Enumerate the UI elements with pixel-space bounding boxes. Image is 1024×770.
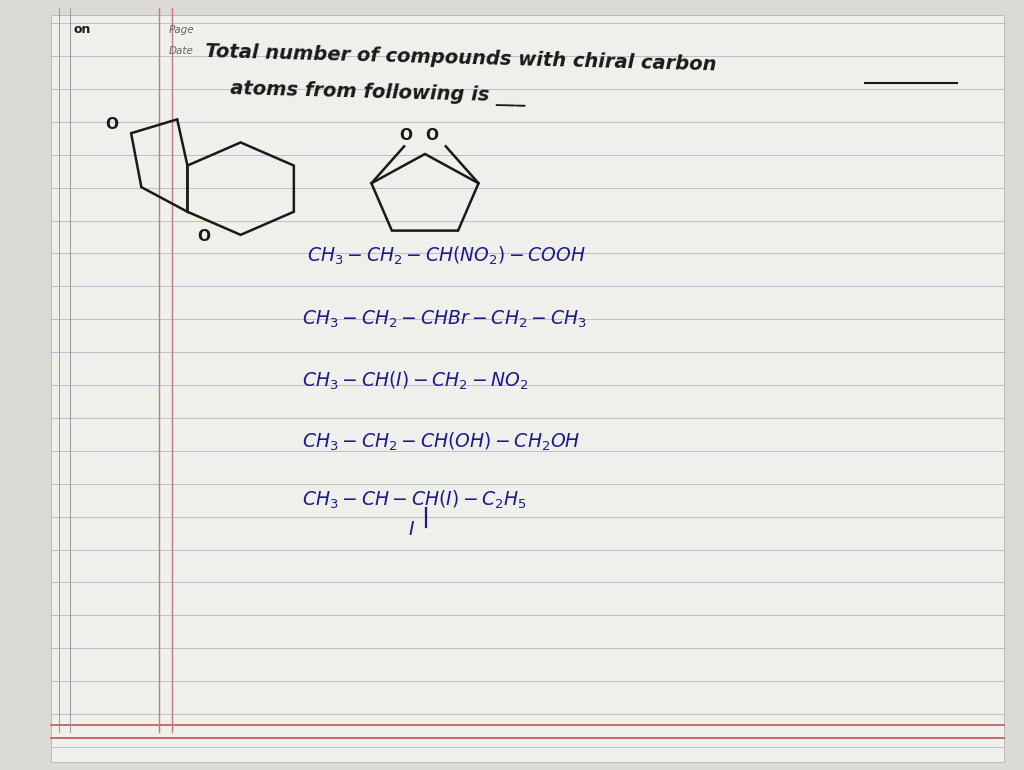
Text: $I$: $I$ <box>408 521 415 539</box>
Text: $CH_3 - CH_2 - CH(NO_2) - COOH$: $CH_3 - CH_2 - CH(NO_2) - COOH$ <box>307 245 586 267</box>
Text: Page: Page <box>169 25 195 35</box>
Text: atoms from following is ___: atoms from following is ___ <box>230 79 526 106</box>
Text: O: O <box>105 117 119 132</box>
Text: $CH_3 - CH(I) - CH_2 - NO_2$: $CH_3 - CH(I) - CH_2 - NO_2$ <box>302 370 528 392</box>
Text: $CH_3 - CH_2 - CH(OH) - CH_2OH$: $CH_3 - CH_2 - CH(OH) - CH_2OH$ <box>302 431 581 454</box>
Text: O: O <box>425 128 438 143</box>
Text: Total number of compounds with chiral carbon: Total number of compounds with chiral ca… <box>205 42 717 75</box>
Text: $CH_3 - CH_2 - CHBr - CH_2 - CH_3$: $CH_3 - CH_2 - CHBr - CH_2 - CH_3$ <box>302 309 587 330</box>
Text: O: O <box>399 128 412 143</box>
Text: Date: Date <box>169 46 194 56</box>
FancyBboxPatch shape <box>51 15 1004 762</box>
Text: O: O <box>198 229 211 244</box>
Text: $CH_3 - CH - CH(I) - C_2H_5$: $CH_3 - CH - CH(I) - C_2H_5$ <box>302 489 527 511</box>
Text: on: on <box>74 23 91 36</box>
